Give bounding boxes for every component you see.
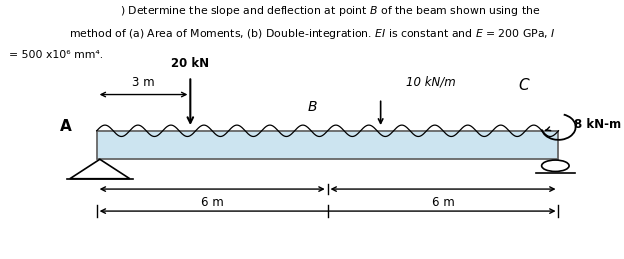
Text: B: B [307, 100, 317, 114]
Text: = 500 x10⁶ mm⁴.: = 500 x10⁶ mm⁴. [9, 50, 104, 60]
Polygon shape [70, 159, 130, 179]
Text: method of (a) Area of Moments, (b) Double-integration. $EI$ is constant and $E$ : method of (a) Area of Moments, (b) Doubl… [69, 27, 555, 41]
Text: 6 m: 6 m [432, 196, 454, 208]
Text: 10 kN/m: 10 kN/m [406, 75, 456, 88]
Text: C: C [519, 78, 530, 93]
Text: ) Determine the slope and deflection at point $B$ of the beam shown using the: ) Determine the slope and deflection at … [120, 4, 541, 18]
Text: A: A [60, 119, 71, 134]
Text: 3 m: 3 m [132, 76, 155, 89]
Text: 20 kN: 20 kN [171, 57, 210, 70]
Text: 8 kN-m: 8 kN-m [574, 118, 622, 131]
Bar [97, 131, 558, 159]
Text: 6 m: 6 m [201, 196, 223, 208]
